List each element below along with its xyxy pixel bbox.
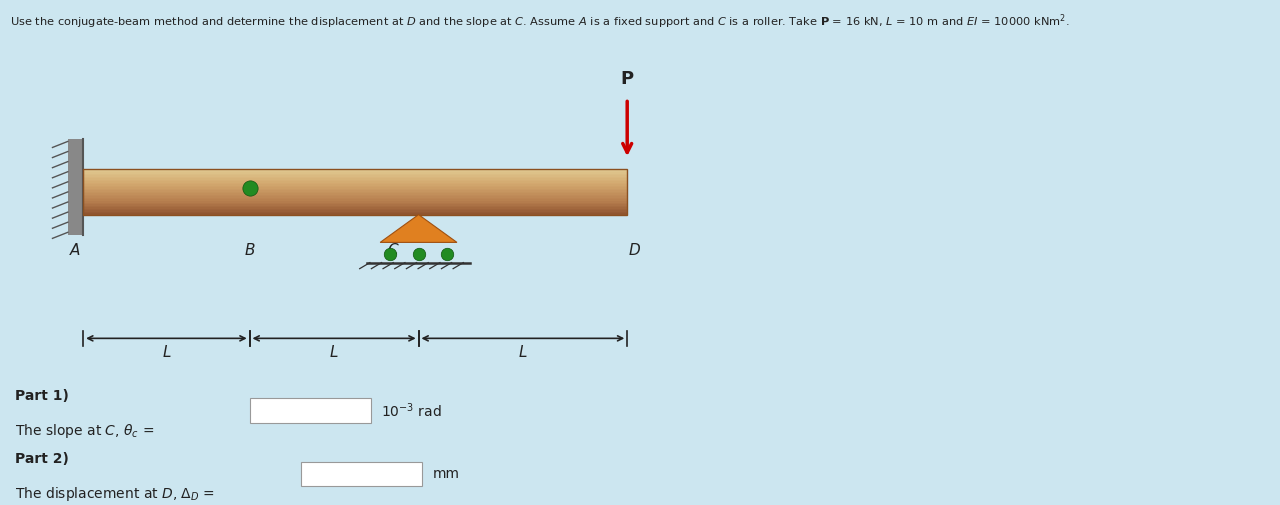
Text: $L$: $L$ — [161, 344, 172, 361]
Bar — [83, 178, 627, 180]
Bar — [83, 195, 627, 196]
Text: $B$: $B$ — [243, 242, 256, 259]
Bar — [83, 184, 627, 186]
Text: Use the conjugate-beam method and determine the displacement at $D$ and the slop: Use the conjugate-beam method and determ… — [10, 13, 1070, 31]
Bar — [83, 169, 627, 171]
Bar — [83, 183, 627, 184]
Polygon shape — [380, 215, 457, 242]
Bar — [83, 213, 627, 215]
Bar — [83, 169, 627, 215]
Bar — [83, 206, 627, 207]
Bar — [83, 199, 627, 201]
Bar — [83, 196, 627, 198]
Text: Part 2): Part 2) — [15, 452, 69, 466]
Bar — [83, 192, 627, 193]
Bar — [83, 171, 627, 172]
Text: $D$: $D$ — [628, 242, 641, 259]
Text: $\mathbf{P}$: $\mathbf{P}$ — [620, 70, 635, 88]
Bar — [83, 174, 627, 175]
Text: $L$: $L$ — [518, 344, 527, 361]
Bar — [83, 193, 627, 195]
FancyBboxPatch shape — [250, 398, 371, 423]
Bar — [83, 181, 627, 183]
Bar — [83, 172, 627, 174]
Bar — [83, 198, 627, 199]
Bar — [83, 203, 627, 204]
Bar — [68, 139, 83, 235]
Text: Part 1): Part 1) — [15, 389, 69, 403]
Bar — [83, 201, 627, 203]
Bar — [83, 207, 627, 209]
Bar — [83, 210, 627, 212]
Text: The displacement at $D$, $\Delta_D$ =: The displacement at $D$, $\Delta_D$ = — [15, 485, 215, 503]
Bar — [83, 212, 627, 213]
Bar — [83, 209, 627, 210]
Bar — [83, 204, 627, 206]
Text: $A$: $A$ — [69, 242, 82, 259]
Bar — [83, 190, 627, 192]
Bar — [83, 187, 627, 189]
Bar — [83, 177, 627, 178]
Bar — [83, 189, 627, 190]
Bar — [83, 186, 627, 187]
Bar — [83, 180, 627, 181]
Bar — [83, 175, 627, 177]
FancyBboxPatch shape — [301, 462, 422, 486]
Text: The slope at $C$, $\theta_c$ =: The slope at $C$, $\theta_c$ = — [15, 422, 155, 440]
Text: 10$^{-3}$ rad: 10$^{-3}$ rad — [381, 401, 442, 420]
Text: mm: mm — [433, 467, 460, 481]
Text: $L$: $L$ — [329, 344, 339, 361]
Text: $C$: $C$ — [387, 242, 399, 259]
